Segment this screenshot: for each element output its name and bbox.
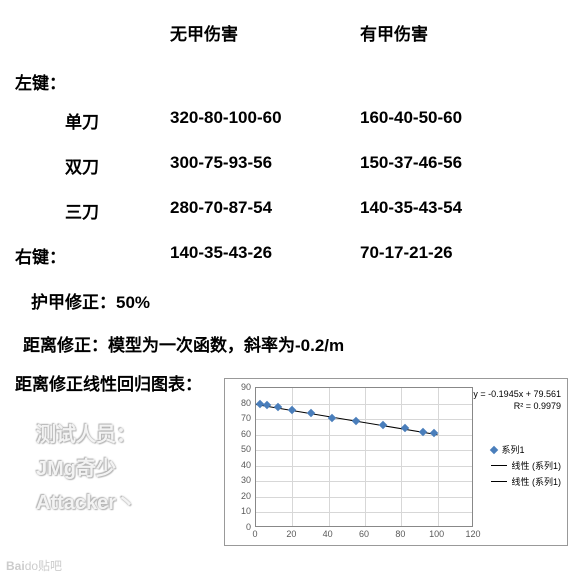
cell-armored: 140-35-43-54: [360, 198, 510, 223]
plot-area: [255, 387, 473, 527]
cell-unarmored: 300-75-93-56: [170, 153, 360, 178]
table-row: 三刀 280-70-87-54 140-35-43-54: [15, 198, 565, 223]
chart-point: [352, 416, 360, 424]
regression-chart: y = -0.1945x + 79.561 R² = 0.9979 系列1 线性…: [224, 378, 568, 546]
tester-1: JMg奇少: [36, 452, 136, 486]
cell-unarmored: 280-70-87-54: [170, 198, 360, 223]
chart-point: [306, 409, 314, 417]
table-row: 双刀 300-75-93-56 150-37-46-56: [15, 153, 565, 178]
column-headers: 无甲伤害 有甲伤害: [15, 20, 565, 45]
chart-point: [328, 413, 336, 421]
legend-line-icon: [491, 481, 507, 482]
chart-point: [379, 421, 387, 429]
legend-series: 系列1: [501, 443, 524, 456]
table-row: 单刀 320-80-100-60 160-40-50-60: [15, 108, 565, 133]
chart-label: 距离修正线性回归图表：: [15, 370, 202, 395]
legend-linear1: 线性 (系列1): [511, 459, 561, 472]
testers-title: 测试人员：: [36, 418, 136, 452]
chart-legend: 系列1 线性 (系列1) 线性 (系列1): [491, 443, 561, 491]
right-key-row: 右键： 140-35-43-26 70-17-21-26: [15, 243, 565, 268]
row-label: 单刀: [65, 108, 170, 133]
legend-marker-icon: [490, 445, 498, 453]
r2-text: R² = 0.9979: [514, 401, 561, 411]
distance-note: 距离修正：模型为一次函数，斜率为-0.2/m: [23, 331, 565, 356]
equation-text: y = -0.1945x + 79.561: [473, 389, 561, 399]
header-unarmored: 无甲伤害: [170, 20, 360, 45]
testers-credit: 测试人员： JMg奇少 Attacker丶: [36, 418, 136, 520]
tester-2: Attacker丶: [36, 486, 136, 520]
legend-line-icon: [491, 465, 507, 466]
right-key-label: 右键：: [15, 243, 170, 268]
cell-armored: 70-17-21-26: [360, 243, 510, 268]
armor-note: 护甲修正：50%: [31, 288, 565, 313]
chart-point: [288, 406, 296, 414]
legend-linear2: 线性 (系列1): [511, 475, 561, 488]
row-label: 双刀: [65, 153, 170, 178]
cell-unarmored: 320-80-100-60: [170, 108, 360, 133]
cell-armored: 160-40-50-60: [360, 108, 510, 133]
header-armored: 有甲伤害: [360, 20, 510, 45]
chart-point: [263, 401, 271, 409]
cell-unarmored: 140-35-43-26: [170, 243, 360, 268]
left-key-label: 左键：: [15, 69, 565, 94]
cell-armored: 150-37-46-56: [360, 153, 510, 178]
watermark: BaidoBaidu贴吧贴吧: [6, 557, 62, 574]
row-label: 三刀: [65, 198, 170, 223]
